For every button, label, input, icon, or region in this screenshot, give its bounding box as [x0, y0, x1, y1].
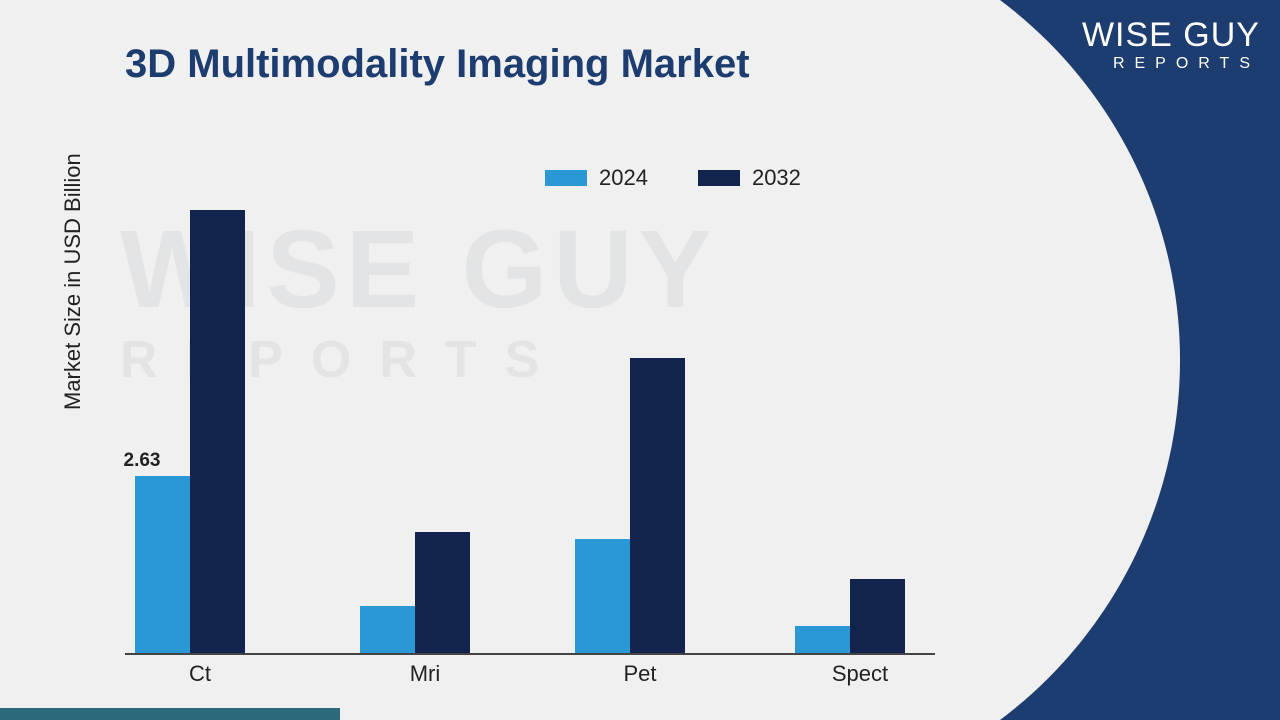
brand-panel [960, 0, 1280, 720]
bar-ct-2032 [190, 210, 245, 653]
bar-spect-2032 [850, 579, 905, 653]
y-axis-label: Market Size in USD Billion [60, 153, 86, 410]
category-label-pet: Pet [565, 661, 715, 687]
accent-bottom-bar [0, 708, 340, 720]
category-label-spect: Spect [785, 661, 935, 687]
brand-logo: WISE GUY REPORTS [1082, 18, 1260, 72]
plot-area: CtMriPetSpect2.63 [125, 185, 935, 655]
bar-pet-2032 [630, 358, 685, 653]
legend-swatch-2032 [698, 170, 740, 186]
brand-logo-line1: WISE GUY [1082, 18, 1260, 52]
brand-logo-line2: REPORTS [1082, 56, 1260, 72]
chart-area: 2024 2032 CtMriPetSpect2.63 [125, 185, 935, 655]
category-label-ct: Ct [125, 661, 275, 687]
chart-title: 3D Multimodality Imaging Market [125, 42, 750, 87]
bar-ct-2024 [135, 476, 190, 653]
x-axis-line [125, 653, 935, 655]
value-label-ct-2024: 2.63 [107, 450, 177, 472]
bar-pet-2024 [575, 539, 630, 653]
page-root: WISE GUY REPORTS 3D Multimodality Imagin… [0, 0, 1280, 720]
category-label-mri: Mri [350, 661, 500, 687]
legend-swatch-2024 [545, 170, 587, 186]
bar-spect-2024 [795, 626, 850, 653]
bar-mri-2032 [415, 532, 470, 653]
bar-mri-2024 [360, 606, 415, 653]
